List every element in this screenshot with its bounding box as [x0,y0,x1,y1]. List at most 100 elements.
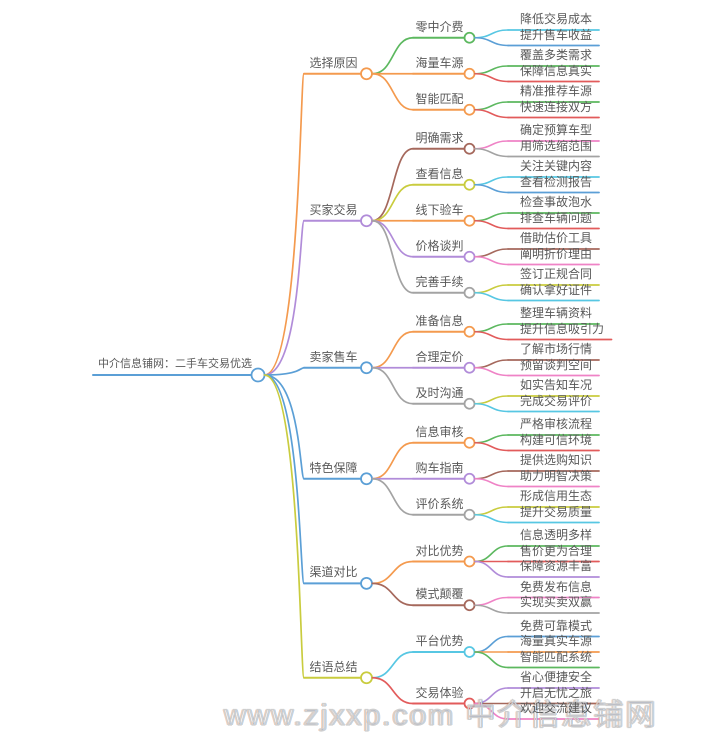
edge-sub-leaf [474,477,509,488]
leaf-node[interactable]: 助力明智决策 [520,468,593,483]
leaf-node[interactable]: 形成信用生态 [520,489,593,503]
subtopic-node[interactable]: 对比优势 [415,543,464,558]
subtopic-node[interactable]: 平台优势 [415,634,464,648]
leaf-node[interactable]: 售价更为合理 [520,543,593,558]
topic-node[interactable]: 买家交易 [309,202,358,217]
topic-node[interactable]: 结语总结 [309,659,358,674]
leaf-node[interactable]: 整理车辆资料 [520,306,593,320]
leaf-node[interactable]: 精准推荐车源 [520,84,593,98]
leaf-node[interactable]: 保障信息真实 [520,63,593,78]
edge-branch-sub [371,560,414,585]
subtopic-node[interactable]: 准备信息 [415,313,464,328]
leaf-node[interactable]: 检查事故泡水 [520,195,593,209]
leaf-node[interactable]: 预留谈判空间 [520,357,593,372]
edge-branch-sub [371,183,414,222]
edge-branch-sub [371,147,414,222]
leaf-node[interactable]: 省心便捷安全 [520,670,593,684]
subtopic-node[interactable]: 及时沟通 [415,385,464,400]
edge-branch-sub [371,477,414,516]
leaf-node[interactable]: 欢迎交流建议 [520,701,593,715]
subtopic-node[interactable]: 信息审核 [415,424,464,439]
leaf-node[interactable]: 提升信息吸引力 [520,321,605,336]
leaf-node[interactable]: 查看检测报告 [520,174,593,189]
leaf-node[interactable]: 海量真实车源 [520,634,593,648]
leaf-node[interactable]: 借助估价工具 [520,231,593,245]
edge-sub-leaf [474,402,509,413]
leaf-node[interactable]: 保障资源丰富 [520,559,593,573]
edge-sub-leaf [474,291,509,302]
edge-sub-leaf [474,147,509,158]
subtopic-node[interactable]: 购车指南 [415,460,464,475]
leaf-node[interactable]: 免费可靠模式 [520,618,593,633]
edge-sub-leaf [474,560,509,578]
edge-sub-leaf [474,255,509,266]
edge-branch-sub [371,219,414,294]
leaf-node[interactable]: 构建可信环境 [520,432,593,447]
leaf-node[interactable]: 提升售车收益 [520,27,593,42]
edge-sub-leaf [474,366,509,377]
topic-node[interactable]: 特色保障 [309,460,358,475]
subtopic-node[interactable]: 零中介费 [415,19,464,34]
edge-sub-leaf [474,330,509,341]
edge-sub-leaf [474,72,509,83]
topic-node[interactable]: 选择原因 [309,55,358,70]
leaf-node[interactable]: 降低交易成本 [520,12,593,26]
leaf-node[interactable]: 信息透明多样 [520,528,593,542]
leaf-node[interactable]: 免费发布信息 [520,579,593,594]
leaf-node[interactable]: 确定预算车型 [520,123,593,137]
topic-node[interactable]: 渠道对比 [309,565,358,580]
edge-root-branch [263,219,305,376]
leaf-node[interactable]: 了解市场行情 [520,342,593,356]
subtopic-node[interactable]: 完善手续 [415,274,464,289]
edge-sub-leaf [474,604,509,614]
subtopic-node[interactable]: 交易体验 [415,685,464,700]
leaf-node[interactable]: 用筛选缩范围 [520,138,593,153]
leaf-node[interactable]: 覆盖多类需求 [520,48,593,62]
edge-sub-leaf [474,108,509,119]
subtopic-node[interactable]: 查看信息 [415,166,464,181]
edge-branch-sub [371,441,414,480]
leaf-node[interactable]: 严格审核流程 [520,417,593,431]
leaf-node[interactable]: 关注关键内容 [520,159,593,173]
leaf-node[interactable]: 开启无忧之旅 [520,685,593,700]
subtopic-node[interactable]: 智能匹配 [415,91,464,106]
leaf-node[interactable]: 实现买卖双赢 [520,595,593,609]
leaf-node[interactable]: 智能匹配系统 [520,649,593,664]
root-node[interactable]: 中介信息铺网：二手车交易优选 [98,358,252,370]
edge-branch-sub [371,651,414,679]
edge-sub-leaf [474,183,509,194]
edge-sub-leaf [474,702,509,720]
edge-sub-leaf [474,441,509,452]
edge-branch-sub [371,330,414,369]
leaf-node[interactable]: 完成交易评价 [520,393,593,408]
edge-root-branch [263,72,305,376]
leaf-node[interactable]: 确认拿好证件 [520,282,593,297]
subtopic-node[interactable]: 明确需求 [415,130,464,145]
subtopic-node[interactable]: 价格谈判 [415,238,464,253]
edge-root-branch [263,374,305,679]
edge-branch-sub [371,36,414,75]
leaf-node[interactable]: 如实告知车况 [520,378,593,392]
subtopic-node[interactable]: 评价系统 [415,496,464,511]
topic-node[interactable]: 卖家售车 [309,349,358,364]
leaf-node[interactable]: 快速连接双方 [520,99,593,114]
edge-sub-leaf [474,36,509,47]
subtopic-node[interactable]: 海量车源 [415,55,464,70]
subtopic-node[interactable]: 合理定价 [415,349,464,364]
leaf-node[interactable]: 签订正规合同 [520,267,593,281]
subtopic-node[interactable]: 模式颠覆 [415,587,464,602]
watermark: www.zjxxp.com 中介信息铺网 [223,698,658,732]
edge-branch-sub [371,366,414,405]
edge-branch-sub [371,582,414,607]
edge-sub-leaf [474,651,509,669]
edge-root-branch [263,374,305,585]
leaf-node[interactable]: 排查车辆问题 [520,210,593,225]
leaf-node[interactable]: 阐明折价理由 [520,246,593,261]
edge-branch-sub [371,676,414,705]
leaf-node[interactable]: 提供选购知识 [520,453,593,467]
edge-root-branch [263,374,305,480]
leaf-node[interactable]: 提升交易质量 [520,504,593,519]
subtopic-node[interactable]: 线下验车 [415,202,464,217]
